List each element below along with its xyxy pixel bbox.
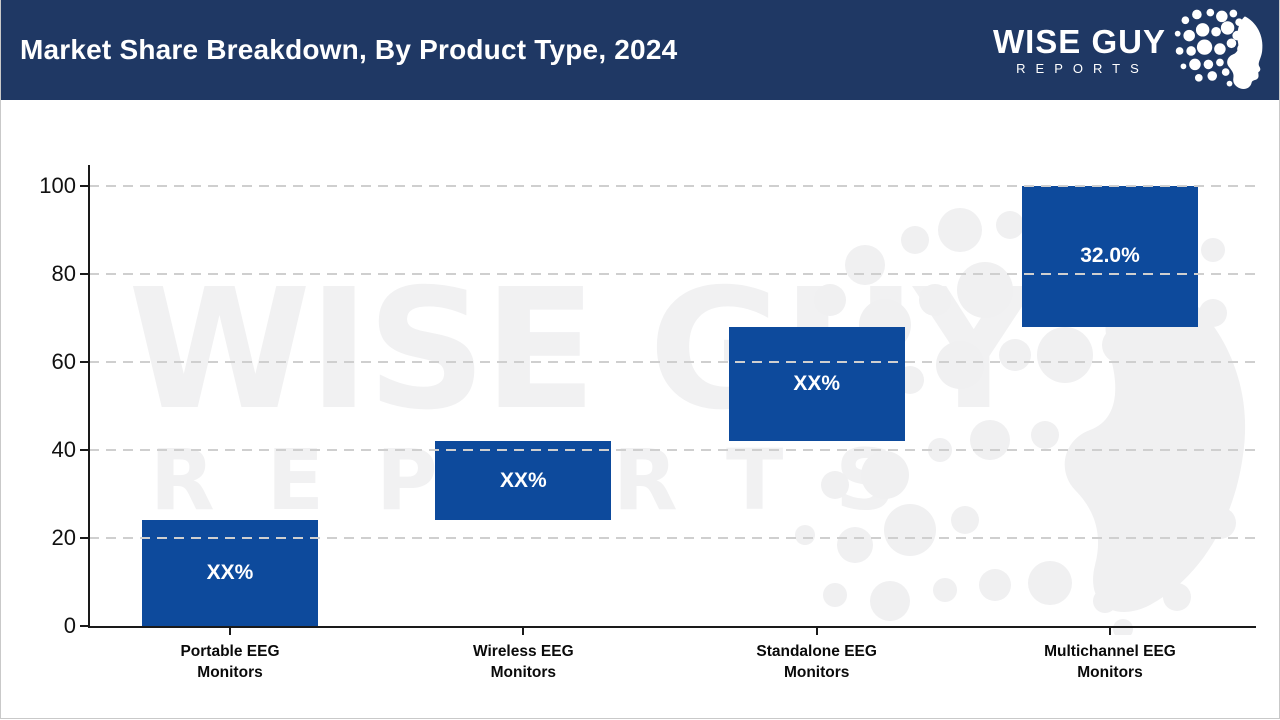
- gridline-100: [89, 185, 1258, 187]
- gridline-60: [89, 361, 1258, 363]
- y-axis-tick-mark: [80, 449, 89, 451]
- x-axis-line: [88, 626, 1256, 628]
- y-axis-tick-label: 20: [51, 525, 76, 550]
- bar-value-label-portable-eeg-monitors: XX%: [206, 561, 254, 585]
- y-axis-tick-label: 100: [39, 173, 76, 198]
- bar-wireless-eeg-monitors: [435, 441, 612, 521]
- x-axis-tick-mark: [1108, 628, 1111, 635]
- bar-standalone-eeg-monitors: [728, 326, 905, 442]
- bar-value-label-multichannel-eeg-monitors: 32.0%: [1080, 244, 1140, 268]
- bar-multichannel-eeg-monitors: [1021, 186, 1198, 327]
- y-axis-tick-label: 60: [51, 349, 76, 374]
- x-axis-tick-mark: [522, 628, 525, 635]
- logo-wordmark: WISE GUY: [992, 23, 1166, 60]
- gridline-20: [89, 537, 1258, 539]
- y-axis-tick-label: 40: [51, 437, 76, 462]
- bar-value-label-wireless-eeg-monitors: XX%: [499, 468, 547, 492]
- x-category-label-multichannel-eeg-monitors: Multichannel EEG Monitors: [1044, 643, 1176, 681]
- x-axis-tick-mark: [815, 628, 818, 635]
- x-category-label-portable-eeg-monitors: Portable EEG Monitors: [180, 643, 280, 681]
- y-axis-tick-mark: [80, 537, 89, 539]
- wise-guy-reports-logo: WISE GUY REPORTS: [993, 6, 1280, 94]
- logo-text: WISE GUY REPORTS: [993, 25, 1166, 75]
- y-axis-tick-label: 0: [63, 613, 76, 638]
- bar-value-label-standalone-eeg-monitors: XX%: [793, 372, 840, 395]
- x-axis-tick-mark: [229, 628, 231, 635]
- y-axis-tick-mark: [80, 185, 89, 187]
- x-category-label-standalone-eeg-monitors: Standalone EEG Monitors: [756, 643, 877, 681]
- chart-title: Market Share Breakdown, By Product Type,…: [20, 34, 678, 65]
- x-category-label-wireless-eeg-monitors: Wireless EEG Monitors: [472, 643, 574, 681]
- y-axis-tick-label: 80: [51, 261, 76, 286]
- y-axis-tick-mark: [80, 361, 89, 363]
- gridline-40: [89, 449, 1258, 451]
- y-axis-tick-mark: [80, 273, 89, 275]
- logo-subtitle: REPORTS: [1016, 61, 1149, 76]
- y-axis-tick-mark: [80, 625, 89, 627]
- logo-head-icon: [1174, 8, 1263, 90]
- y-axis-line: [88, 165, 90, 628]
- gridline-80: [89, 273, 1258, 275]
- header-bar: Market Share Breakdown, By Product Type,…: [0, 0, 1280, 100]
